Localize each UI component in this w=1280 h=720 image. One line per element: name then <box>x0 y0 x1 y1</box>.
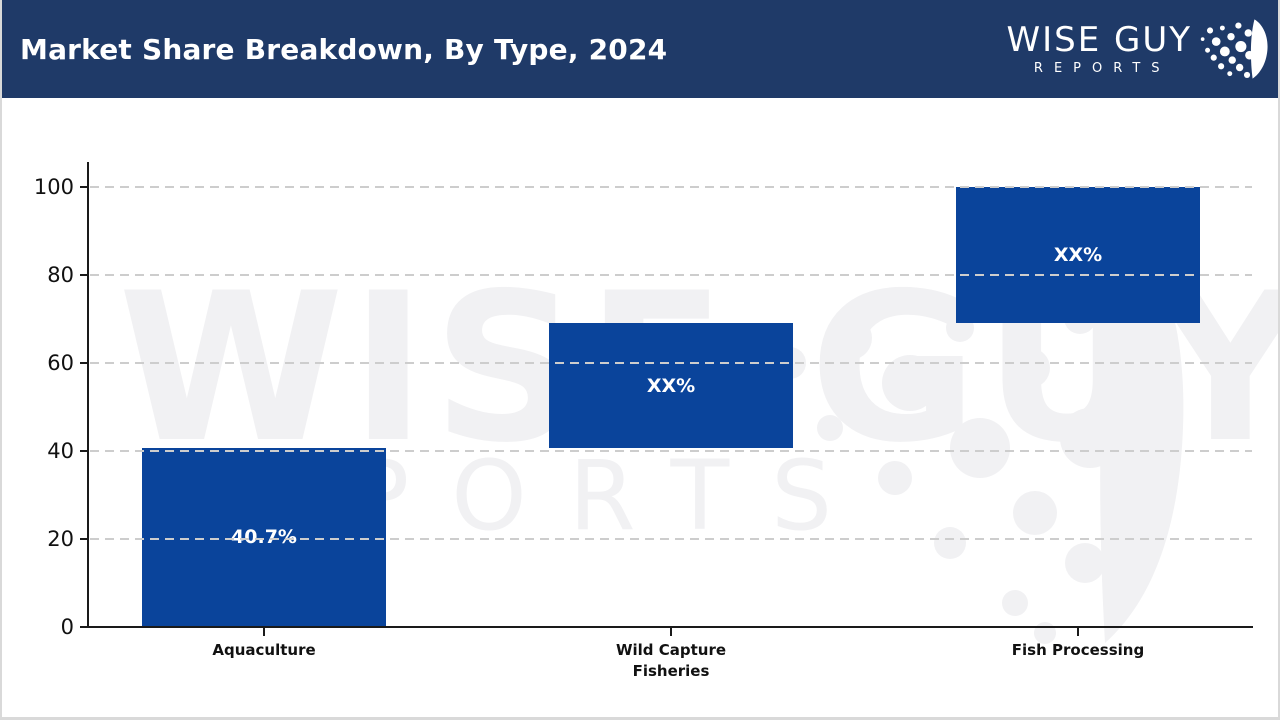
logo-subtext: REPORTS <box>1033 61 1171 76</box>
y-tick-label-20: 20 <box>47 527 74 551</box>
x-category-label: Fish Processing <box>1011 641 1145 659</box>
y-tick-40 <box>80 450 88 452</box>
bar-value-label: XX% <box>1053 244 1103 267</box>
y-axis-line <box>87 162 89 628</box>
y-tick-20 <box>80 538 88 540</box>
gridline-60 <box>90 362 1252 364</box>
x-category-label: Wild Capture Fisheries <box>615 641 727 680</box>
bar-value-label: XX% <box>646 374 696 397</box>
y-tick-60 <box>80 362 88 364</box>
x-tick-0 <box>263 628 265 636</box>
chart-canvas: WISE GUY REPORTS 40.7% XX% XX% 0 20 40 60 80 10… <box>0 98 1280 720</box>
x-axis-line <box>87 626 1253 628</box>
y-tick-label-60: 60 <box>47 351 74 375</box>
y-tick-label-40: 40 <box>47 439 74 463</box>
bar-value-label: 40.7% <box>231 526 297 549</box>
gridline-20 <box>90 538 1252 540</box>
y-tick-label-80: 80 <box>47 263 74 287</box>
wise-guy-logo: WISE GUY REPORTS <box>1006 0 1268 98</box>
y-tick-0 <box>80 626 88 628</box>
bar-segment: 40.7% <box>142 447 386 627</box>
watermark-face-icon <box>774 223 1184 644</box>
x-tick-2 <box>1077 628 1079 636</box>
logo-face-icon <box>1200 19 1268 79</box>
y-tick-label-100: 100 <box>33 175 74 199</box>
header: Market Share Breakdown, By Type, 2024 WI… <box>0 0 1280 98</box>
x-category-label: Aquaculture <box>212 641 316 659</box>
logo-wordmark: WISE GUY <box>1006 20 1192 60</box>
gridline-40 <box>90 450 1252 452</box>
y-tick-100 <box>80 186 88 188</box>
y-tick-label-0: 0 <box>60 615 74 639</box>
logo-text: WISE GUY REPORTS <box>1006 23 1192 75</box>
y-tick-80 <box>80 274 88 276</box>
page-title: Market Share Breakdown, By Type, 2024 <box>20 32 668 66</box>
gridline-80 <box>90 274 1252 276</box>
bar-segment: XX% <box>956 187 1200 324</box>
x-tick-1 <box>670 628 672 636</box>
gridline-100 <box>90 186 1252 188</box>
bar-segment: XX% <box>549 323 793 448</box>
